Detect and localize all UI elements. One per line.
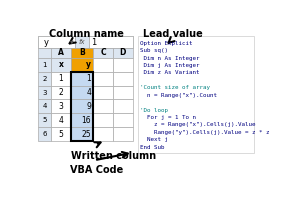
Text: 4: 4	[86, 88, 91, 97]
Text: 2: 2	[59, 88, 63, 97]
Bar	[113, 86, 133, 99]
Text: 5: 5	[59, 130, 64, 139]
Bar	[38, 113, 51, 127]
Text: 4: 4	[42, 103, 47, 109]
Bar	[93, 127, 113, 141]
Text: For j = 1 To n: For j = 1 To n	[140, 115, 196, 120]
Text: x: x	[59, 60, 64, 69]
Bar	[93, 86, 113, 99]
Text: 1: 1	[87, 74, 91, 83]
Bar	[71, 99, 93, 113]
Text: 3: 3	[42, 90, 47, 96]
Bar	[113, 127, 133, 141]
Text: A: A	[58, 48, 64, 57]
Bar	[51, 58, 71, 72]
Text: Next j: Next j	[140, 137, 168, 142]
Bar	[93, 72, 113, 86]
Text: C: C	[100, 48, 106, 57]
Text: Range("y").Cells(j).Value = z * z: Range("y").Cells(j).Value = z * z	[140, 130, 270, 135]
Bar	[38, 86, 51, 99]
Bar	[93, 113, 113, 127]
Text: n = Range("x").Count: n = Range("x").Count	[140, 93, 217, 98]
Bar	[113, 99, 133, 113]
Text: Option Explicit: Option Explicit	[140, 41, 193, 46]
Text: 1: 1	[42, 62, 47, 68]
Text: Column name: Column name	[49, 29, 124, 39]
Bar	[89, 36, 133, 48]
Text: ▼: ▼	[70, 40, 74, 45]
Text: y: y	[44, 38, 49, 47]
Text: 3: 3	[59, 102, 64, 111]
Text: Dim z As Variant: Dim z As Variant	[140, 70, 200, 75]
Text: 1: 1	[59, 74, 63, 83]
Text: 2: 2	[42, 76, 47, 82]
Bar	[38, 99, 51, 113]
Bar	[113, 58, 133, 72]
Bar	[51, 48, 71, 58]
Bar	[93, 99, 113, 113]
Text: B: B	[79, 48, 85, 57]
Text: 'Count size of array: 'Count size of array	[140, 85, 210, 90]
Bar	[71, 58, 93, 72]
Bar	[51, 99, 71, 113]
Text: 9: 9	[86, 102, 91, 111]
Bar	[71, 113, 93, 127]
Text: Written column: Written column	[71, 151, 156, 161]
Bar	[38, 127, 51, 141]
Text: 25: 25	[82, 130, 91, 139]
Text: 'Do loop: 'Do loop	[140, 108, 168, 113]
Bar	[93, 58, 113, 72]
Text: Sub sq(): Sub sq()	[140, 48, 168, 53]
Text: Dim n As Integer: Dim n As Integer	[140, 56, 200, 61]
Bar	[51, 127, 71, 141]
Bar	[38, 48, 51, 58]
Bar	[71, 48, 93, 58]
Bar	[71, 127, 93, 141]
Bar	[113, 48, 133, 58]
Text: y: y	[86, 60, 91, 69]
Bar	[138, 36, 254, 153]
Bar	[71, 72, 93, 141]
Text: 1: 1	[91, 38, 96, 47]
Text: 16: 16	[82, 116, 91, 125]
Text: fx: fx	[79, 39, 85, 45]
Bar	[113, 72, 133, 86]
Text: 6: 6	[42, 131, 47, 137]
Bar	[51, 113, 71, 127]
Bar	[38, 58, 51, 72]
Bar	[51, 72, 71, 86]
Text: VBA Code: VBA Code	[70, 165, 123, 175]
Text: Lead value: Lead value	[143, 29, 202, 39]
Bar	[51, 86, 71, 99]
Bar	[75, 36, 89, 48]
Bar	[38, 36, 133, 48]
Text: 4: 4	[59, 116, 64, 125]
Text: Dim j As Integer: Dim j As Integer	[140, 63, 200, 68]
Text: End Sub: End Sub	[140, 145, 165, 150]
Text: z = Range("x").Cells(j).Value: z = Range("x").Cells(j).Value	[140, 122, 256, 127]
Bar	[93, 48, 113, 58]
Bar	[38, 72, 51, 86]
Text: 5: 5	[42, 117, 47, 123]
Bar	[38, 36, 75, 48]
Text: D: D	[120, 48, 126, 57]
Bar	[71, 86, 93, 99]
Bar	[71, 72, 93, 86]
Bar	[113, 113, 133, 127]
